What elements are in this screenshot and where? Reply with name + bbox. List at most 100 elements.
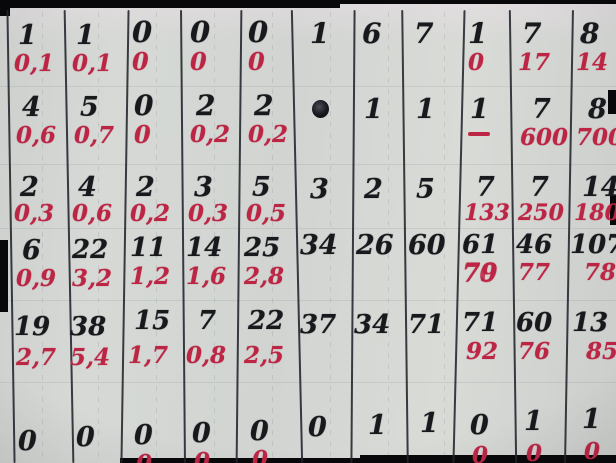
photo-edge-strip-right	[608, 90, 616, 114]
cell-red-value: 0,1	[14, 50, 55, 77]
cell-black-value: 22	[72, 235, 109, 265]
cell-red-value: 17	[518, 49, 551, 76]
cell-black-value: 71	[462, 308, 499, 338]
cell-red-value: 250	[518, 200, 564, 226]
cell-red-value: 0	[584, 438, 601, 463]
cell-black-value: 0	[134, 89, 154, 122]
cell-black-value: 14	[582, 172, 616, 203]
cell-red-value: 0	[134, 120, 151, 149]
cell-black-value: 7	[522, 17, 542, 50]
cell-red-value: 0	[468, 49, 485, 76]
cell-black-value: 1	[310, 17, 330, 50]
cell-red-dash-mark	[468, 132, 490, 136]
cell-red-value: 0,7	[74, 122, 115, 149]
photo-edge-strip-top	[340, 0, 616, 4]
cell-black-value: 8	[588, 94, 607, 125]
column-separator	[6, 10, 16, 463]
cell-black-value: 0	[190, 15, 211, 49]
cell-black-value: 7	[414, 17, 434, 50]
column-separator	[235, 10, 243, 463]
cell-black-value: 8	[580, 17, 600, 50]
cell-black-value: 4	[78, 172, 97, 203]
cell-red-value: 76	[518, 338, 551, 365]
cell-red-value: 0,6	[16, 122, 57, 149]
photo-edge-strip-bottom	[120, 458, 360, 463]
cell-red-value: 0	[136, 452, 152, 463]
paper-dashed-guide	[330, 12, 331, 463]
cell-red-value: 0,2	[248, 121, 289, 148]
cell-black-value: 7	[532, 94, 551, 125]
paper-dashed-guide	[156, 12, 157, 463]
cell-black-value: 15	[134, 306, 171, 336]
cell-black-value: 71	[408, 310, 445, 340]
cell-red-value: 1,7	[128, 342, 169, 369]
cell-black-value: 1	[18, 20, 37, 51]
cell-black-value: 7	[476, 172, 495, 203]
cell-red-value: 0	[132, 47, 149, 76]
cell-red-value: 600	[520, 124, 569, 151]
cell-red-value: 3,2	[72, 265, 113, 292]
cell-red-value: 1,6	[186, 263, 227, 290]
cell-red-value: 0	[472, 442, 489, 463]
cell-black-value: 60	[408, 230, 446, 261]
cell-black-value: 0	[76, 422, 95, 453]
cell-black-value: 2	[364, 174, 383, 205]
cell-red-value: 0,9	[16, 265, 57, 292]
paper-rule-line	[0, 228, 616, 229]
cell-black-value: 0	[18, 426, 37, 457]
cell-red-value: 0,5	[246, 200, 287, 227]
cell-red-value: 0,6	[72, 200, 113, 227]
paper-dashed-guide	[272, 12, 273, 463]
cell-black-value: 2	[254, 89, 274, 122]
paper-rule-line	[0, 86, 616, 87]
paper-dashed-guide	[388, 12, 389, 463]
cell-black-value: 0	[250, 416, 269, 447]
paper-dashed-guide	[444, 12, 445, 463]
cell-black-value: 1	[364, 94, 383, 125]
cell-black-value: 61	[462, 230, 499, 260]
cell-black-value: 1	[470, 94, 489, 125]
cell-black-value: 5	[416, 174, 435, 205]
photo-edge-strip-right	[610, 195, 616, 225]
cell-black-value: 2	[20, 172, 39, 203]
cell-red-value: 180	[574, 200, 616, 226]
paper-dashed-guide	[98, 12, 99, 463]
cell-red-value: 700	[576, 124, 616, 151]
cell-red-value: 14	[576, 49, 609, 76]
photo-edge-strip-left	[0, 240, 8, 312]
cell-black-value: 5	[252, 172, 271, 203]
cell-black-value: 0	[132, 15, 153, 49]
photo-edge-strip-bottom	[360, 455, 616, 463]
cell-black-value: 7	[530, 172, 549, 203]
paper-rule-line	[0, 300, 616, 301]
cell-red-value: 0,1	[72, 50, 113, 77]
cell-red-value: 0,3	[188, 200, 229, 227]
cell-red-value: 0,2	[130, 200, 171, 227]
cell-black-value: 1	[416, 94, 435, 125]
column-separator	[120, 10, 130, 463]
cell-black-value: 14	[186, 233, 223, 263]
cell-black-value: 11	[130, 233, 167, 263]
cell-red-value: 2,5	[244, 342, 285, 369]
paper-rule-line	[0, 382, 616, 383]
cell-red-value: 79	[463, 258, 498, 287]
cell-black-value: 38	[70, 312, 107, 342]
cell-black-value: 2	[136, 172, 155, 203]
cell-red-value: 1,2	[130, 263, 171, 290]
cell-black-value: 6	[362, 17, 382, 50]
photo-edge-strip-left	[0, 0, 10, 16]
cell-black-value: 2	[196, 89, 216, 122]
cell-red-value: 2,7	[16, 344, 57, 371]
cell-black-value: 7	[198, 306, 217, 336]
cell-black-value: 13	[572, 308, 609, 338]
cell-black-value: 1	[524, 406, 543, 437]
cell-black-value: 3	[310, 174, 329, 205]
cell-red-value: 0	[526, 440, 543, 463]
cell-red-value: 2,8	[244, 263, 285, 290]
cell-black-value: 34	[300, 230, 338, 261]
cell-red-value: 0,8	[186, 342, 227, 369]
cell-black-value: 1	[76, 20, 95, 51]
cell-black-value: 34	[354, 310, 391, 340]
cell-black-value: 3	[194, 172, 213, 203]
